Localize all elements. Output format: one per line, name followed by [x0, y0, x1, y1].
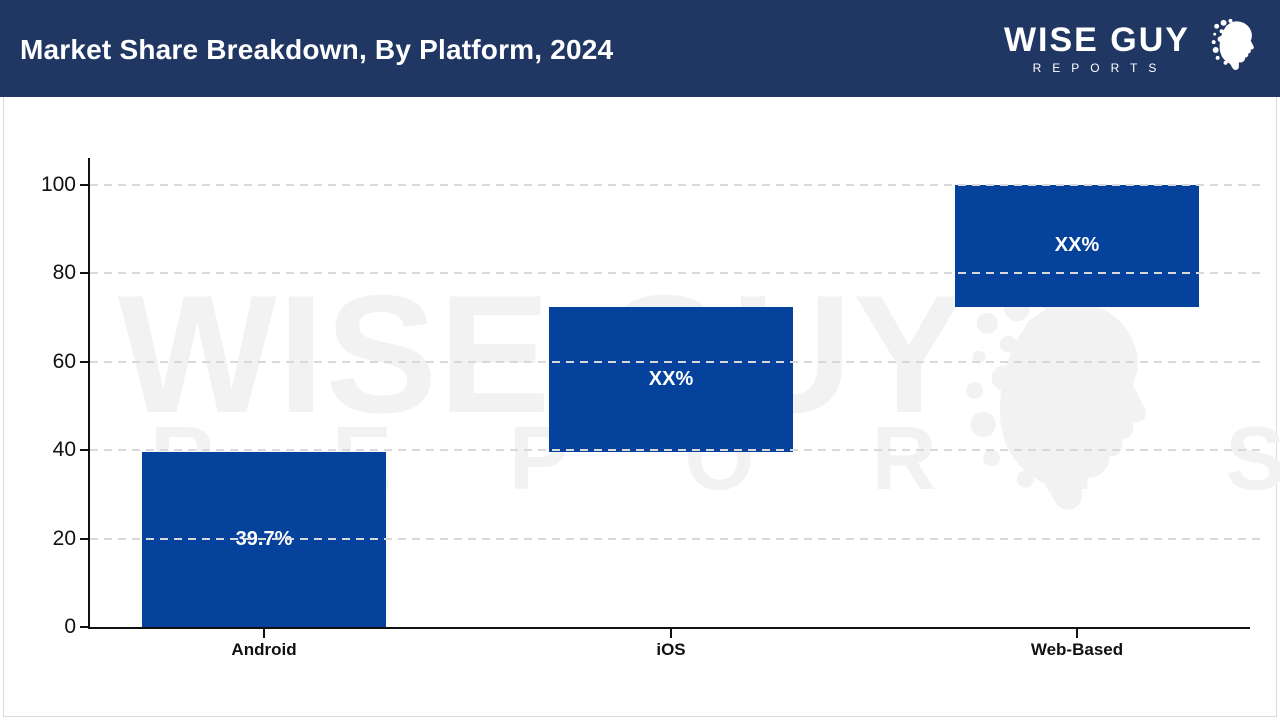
y-tick-80: [80, 272, 88, 275]
bar-web-based: XX%: [955, 185, 1199, 307]
x-tick-web-based: [1076, 629, 1078, 638]
page-title: Market Share Breakdown, By Platform, 202…: [20, 34, 614, 65]
y-tick-40: [80, 449, 88, 452]
gridline-40: [90, 449, 1262, 452]
x-tick-android: [263, 629, 265, 638]
y-axis-label-0: 0: [64, 615, 76, 638]
brand-logo: WISE GUY REPORTS: [1004, 6, 1266, 90]
y-axis-label-100: 100: [40, 173, 76, 196]
gridline-20: [90, 537, 1262, 540]
gridline-80: [90, 272, 1262, 275]
y-axis-line: [88, 158, 90, 629]
watermark-dotted-head-icon: [966, 291, 1146, 510]
brand-name: WISE GUY: [1003, 20, 1190, 59]
bar-value-label: XX%: [1054, 234, 1100, 257]
y-axis-label-40: 40: [52, 438, 76, 462]
y-tick-100: [80, 184, 88, 186]
y-tick-0: [80, 626, 88, 628]
y-axis-label-60: 60: [52, 349, 76, 373]
x-axis-label-ios: iOS: [656, 640, 686, 659]
x-axis-label-android: Android: [231, 640, 297, 659]
y-axis-label-20: 20: [52, 526, 76, 550]
y-axis-label-80: 80: [52, 261, 76, 285]
x-axis-label-web-based: Web-Based: [1030, 640, 1124, 659]
gridline-60: [90, 360, 1262, 363]
bar-value-label: XX%: [648, 367, 694, 390]
watermark-brand-text: WISE GUY: [118, 260, 967, 448]
x-axis-line: [88, 627, 1250, 629]
brand-logo-text: WISE GUY REPORTS: [1004, 22, 1190, 75]
y-tick-20: [80, 537, 88, 540]
x-tick-ios: [670, 629, 672, 638]
header-bar: Market Share Breakdown, By Platform, 202…: [0, 0, 1280, 97]
dotted-head-icon: [1211, 18, 1254, 70]
gridline-100: [90, 184, 1262, 186]
y-tick-60: [80, 360, 88, 363]
brand-subtitle: REPORTS: [1032, 60, 1168, 75]
bar-ios: XX%: [549, 306, 793, 452]
